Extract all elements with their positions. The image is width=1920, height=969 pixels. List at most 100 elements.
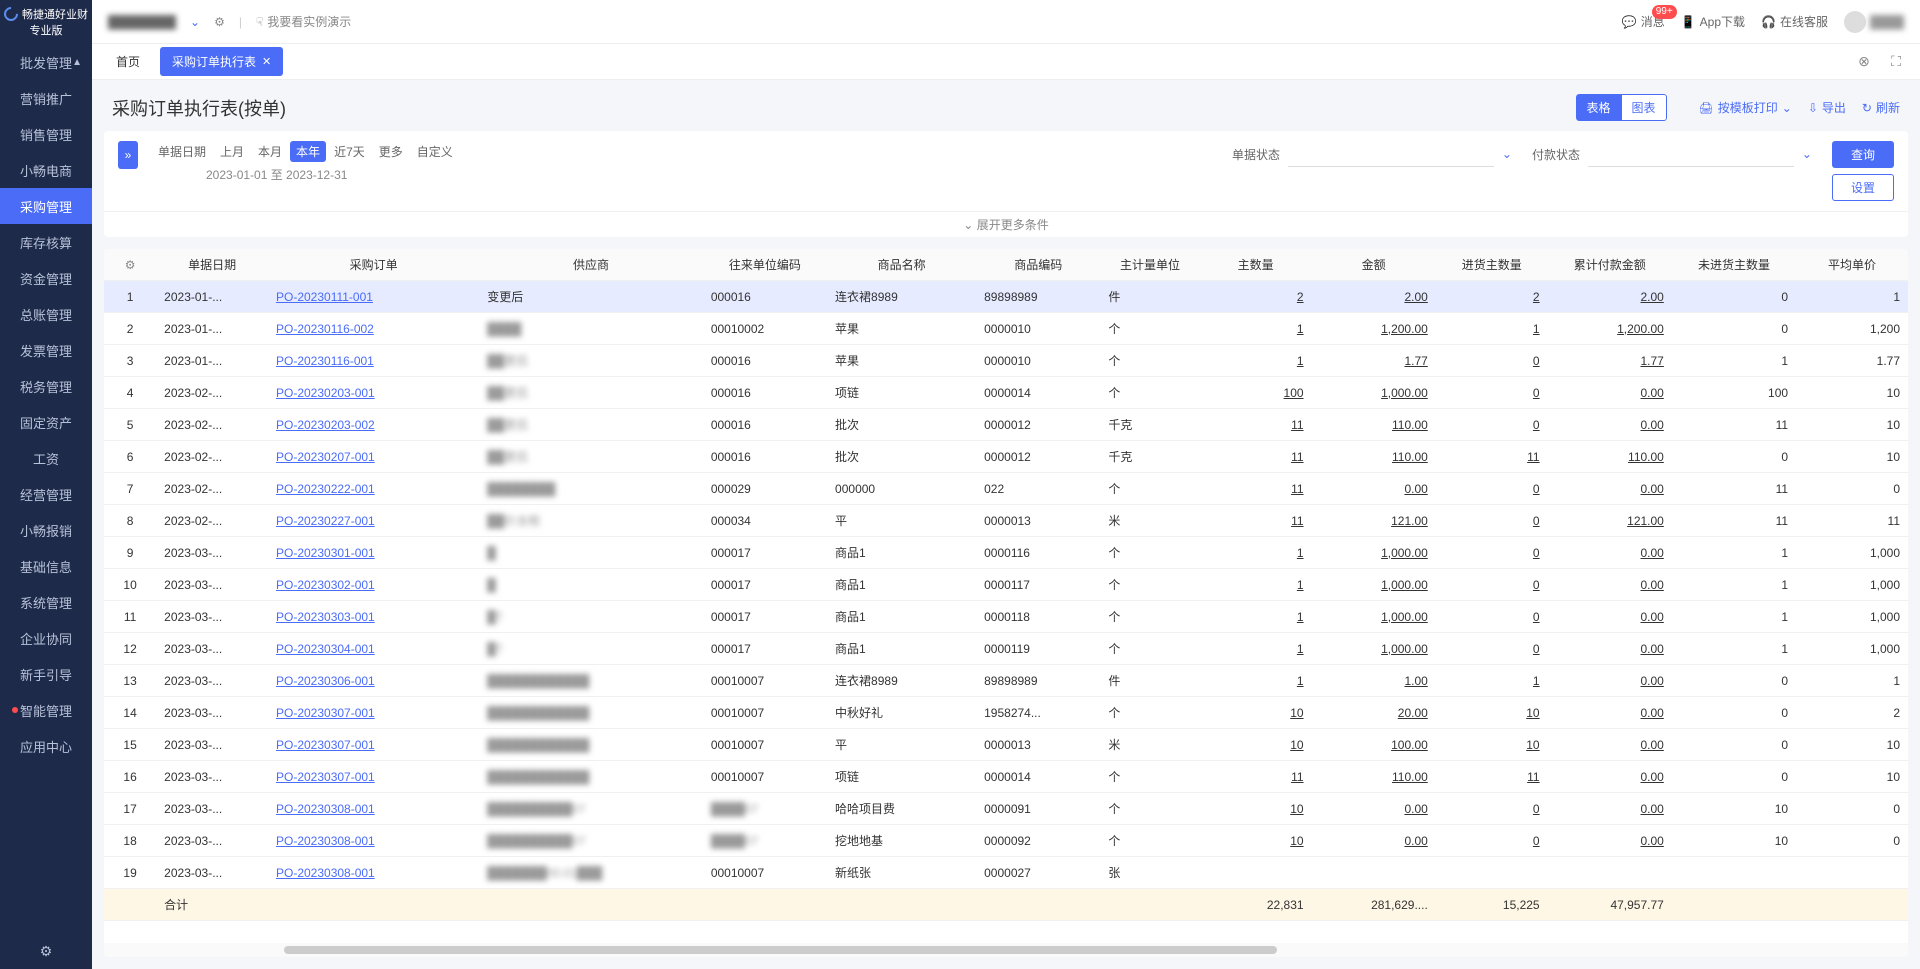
- sidebar-item[interactable]: 资金管理: [0, 260, 92, 296]
- view-table[interactable]: 表格: [1576, 94, 1622, 121]
- chevron-down-icon[interactable]: ⌄: [1802, 147, 1812, 161]
- table-row[interactable]: 4 2023-02-... PO-20230203-001 ██更后 00001…: [104, 377, 1908, 409]
- table-row[interactable]: 15 2023-03-... PO-20230307-001 █████████…: [104, 729, 1908, 761]
- table-settings-icon[interactable]: ⚙: [104, 249, 156, 281]
- po-link[interactable]: PO-20230304-001: [276, 642, 375, 656]
- date-option[interactable]: 更多: [373, 141, 409, 162]
- sidebar-item[interactable]: 税务管理: [0, 368, 92, 404]
- column-header[interactable]: 往来单位编码: [703, 249, 827, 281]
- table-row[interactable]: 18 2023-03-... PO-20230308-001 █████████…: [104, 825, 1908, 857]
- online-service[interactable]: 🎧在线客服: [1761, 13, 1828, 30]
- fullscreen-icon[interactable]: ⛶: [1884, 50, 1908, 74]
- po-link[interactable]: PO-20230116-002: [276, 322, 374, 336]
- table-row[interactable]: 2 2023-01-... PO-20230116-002 ████ 00010…: [104, 313, 1908, 345]
- sidebar-item[interactable]: 固定资产: [0, 404, 92, 440]
- sidebar-item[interactable]: 基础信息: [0, 548, 92, 584]
- sidebar-item[interactable]: 库存核算: [0, 224, 92, 260]
- table-row[interactable]: 10 2023-03-... PO-20230302-001 █ 000017 …: [104, 569, 1908, 601]
- table-row[interactable]: 5 2023-02-... PO-20230203-002 ██更后 00001…: [104, 409, 1908, 441]
- app-download[interactable]: 📱App下载: [1681, 13, 1745, 30]
- date-option[interactable]: 本月: [252, 141, 288, 162]
- chevron-down-icon[interactable]: ⌄: [190, 15, 200, 29]
- po-link[interactable]: PO-20230306-001: [276, 674, 375, 688]
- sidebar-item[interactable]: 总账管理: [0, 296, 92, 332]
- status-input[interactable]: [1288, 141, 1494, 167]
- setting-button[interactable]: 设置: [1832, 174, 1894, 201]
- table-row[interactable]: 16 2023-03-... PO-20230307-001 █████████…: [104, 761, 1908, 793]
- date-option[interactable]: 自定义: [411, 141, 459, 162]
- close-all-icon[interactable]: ⊗: [1852, 50, 1876, 74]
- tab-active[interactable]: 采购订单执行表✕: [160, 47, 283, 76]
- column-header[interactable]: 采购订单: [268, 249, 479, 281]
- po-link[interactable]: PO-20230308-001: [276, 866, 375, 880]
- expand-handle[interactable]: »: [118, 141, 138, 169]
- pay-filter[interactable]: 付款状态 ⌄: [1532, 141, 1812, 167]
- chevron-down-icon[interactable]: ⌄: [1502, 147, 1512, 161]
- column-header[interactable]: 主数量: [1200, 249, 1312, 281]
- close-icon[interactable]: ✕: [262, 55, 271, 68]
- column-header[interactable]: 商品名称: [827, 249, 976, 281]
- user-menu[interactable]: ████: [1844, 11, 1904, 33]
- po-link[interactable]: PO-20230307-001: [276, 770, 375, 784]
- table-row[interactable]: 14 2023-03-... PO-20230307-001 █████████…: [104, 697, 1908, 729]
- tab-home[interactable]: 首页: [104, 47, 152, 76]
- sidebar-item[interactable]: 采购管理: [0, 188, 92, 224]
- date-option[interactable]: 本年: [290, 141, 326, 162]
- sidebar-item[interactable]: 小畅报销: [0, 512, 92, 548]
- column-header[interactable]: 单据日期: [156, 249, 268, 281]
- sidebar-item[interactable]: 发票管理: [0, 332, 92, 368]
- sidebar-item[interactable]: 销售管理: [0, 116, 92, 152]
- po-link[interactable]: PO-20230307-001: [276, 706, 375, 720]
- column-header[interactable]: 平均单价: [1796, 249, 1908, 281]
- sidebar-item[interactable]: 智能管理: [0, 692, 92, 728]
- sidebar-item[interactable]: 小畅电商: [0, 152, 92, 188]
- view-chart[interactable]: 图表: [1622, 94, 1667, 121]
- column-header[interactable]: 累计付款金额: [1548, 249, 1672, 281]
- po-link[interactable]: PO-20230116-001: [276, 354, 374, 368]
- po-link[interactable]: PO-20230307-001: [276, 738, 375, 752]
- table-row[interactable]: 9 2023-03-... PO-20230301-001 █ 000017 商…: [104, 537, 1908, 569]
- sidebar-item[interactable]: 批发管理▲: [0, 44, 92, 80]
- status-filter[interactable]: 单据状态 ⌄: [1232, 141, 1512, 167]
- print-button[interactable]: 🖨按模板打印⌄: [1699, 99, 1792, 116]
- table-row[interactable]: 12 2023-03-... PO-20230304-001 █T 000017…: [104, 633, 1908, 665]
- table-row[interactable]: 3 2023-01-... PO-20230116-001 ██更后 00001…: [104, 345, 1908, 377]
- query-button[interactable]: 查询: [1832, 141, 1894, 168]
- company-selector[interactable]: ████████: [108, 15, 176, 29]
- refresh-button[interactable]: ↻刷新: [1862, 99, 1900, 116]
- po-link[interactable]: PO-20230222-001: [276, 482, 375, 496]
- date-option[interactable]: 近7天: [328, 141, 371, 162]
- date-option[interactable]: 上月: [214, 141, 250, 162]
- table-row[interactable]: 11 2023-03-... PO-20230303-001 █T 000017…: [104, 601, 1908, 633]
- table-row[interactable]: 13 2023-03-... PO-20230306-001 █████████…: [104, 665, 1908, 697]
- po-link[interactable]: PO-20230301-001: [276, 546, 375, 560]
- expand-more[interactable]: ⌄ 展开更多条件: [104, 211, 1908, 237]
- po-link[interactable]: PO-20230203-001: [276, 386, 375, 400]
- column-header[interactable]: 金额: [1312, 249, 1436, 281]
- demo-link[interactable]: ☟我要看实例演示: [256, 13, 351, 30]
- sidebar-item[interactable]: 经营管理: [0, 476, 92, 512]
- po-link[interactable]: PO-20230111-001: [276, 290, 373, 304]
- column-header[interactable]: 供应商: [479, 249, 703, 281]
- sidebar-item[interactable]: 工资: [0, 440, 92, 476]
- gear-icon[interactable]: ⚙: [214, 15, 225, 29]
- table-row[interactable]: 17 2023-03-... PO-20230308-001 █████████…: [104, 793, 1908, 825]
- po-link[interactable]: PO-20230302-001: [276, 578, 375, 592]
- column-header[interactable]: 进货主数量: [1436, 249, 1548, 281]
- table-row[interactable]: 7 2023-02-... PO-20230222-001 ████████ 0…: [104, 473, 1908, 505]
- table-row[interactable]: 8 2023-02-... PO-20230227-001 ██价含税 0000…: [104, 505, 1908, 537]
- sidebar-settings[interactable]: ⚙: [0, 933, 92, 969]
- sidebar-item[interactable]: 系统管理: [0, 584, 92, 620]
- table-row[interactable]: 19 2023-03-... PO-20230308-001 ███████00…: [104, 857, 1908, 889]
- column-header[interactable]: 未进货主数量: [1672, 249, 1796, 281]
- table-row[interactable]: 1 2023-01-... PO-20230111-001 变更后 000016…: [104, 281, 1908, 313]
- sidebar-item[interactable]: 企业协同: [0, 620, 92, 656]
- po-link[interactable]: PO-20230207-001: [276, 450, 375, 464]
- po-link[interactable]: PO-20230303-001: [276, 610, 375, 624]
- horizontal-scrollbar[interactable]: [104, 943, 1908, 957]
- po-link[interactable]: PO-20230203-002: [276, 418, 375, 432]
- po-link[interactable]: PO-20230308-001: [276, 802, 375, 816]
- column-header[interactable]: 商品编码: [976, 249, 1100, 281]
- sidebar-item[interactable]: 应用中心: [0, 728, 92, 764]
- sidebar-item[interactable]: 营销推广: [0, 80, 92, 116]
